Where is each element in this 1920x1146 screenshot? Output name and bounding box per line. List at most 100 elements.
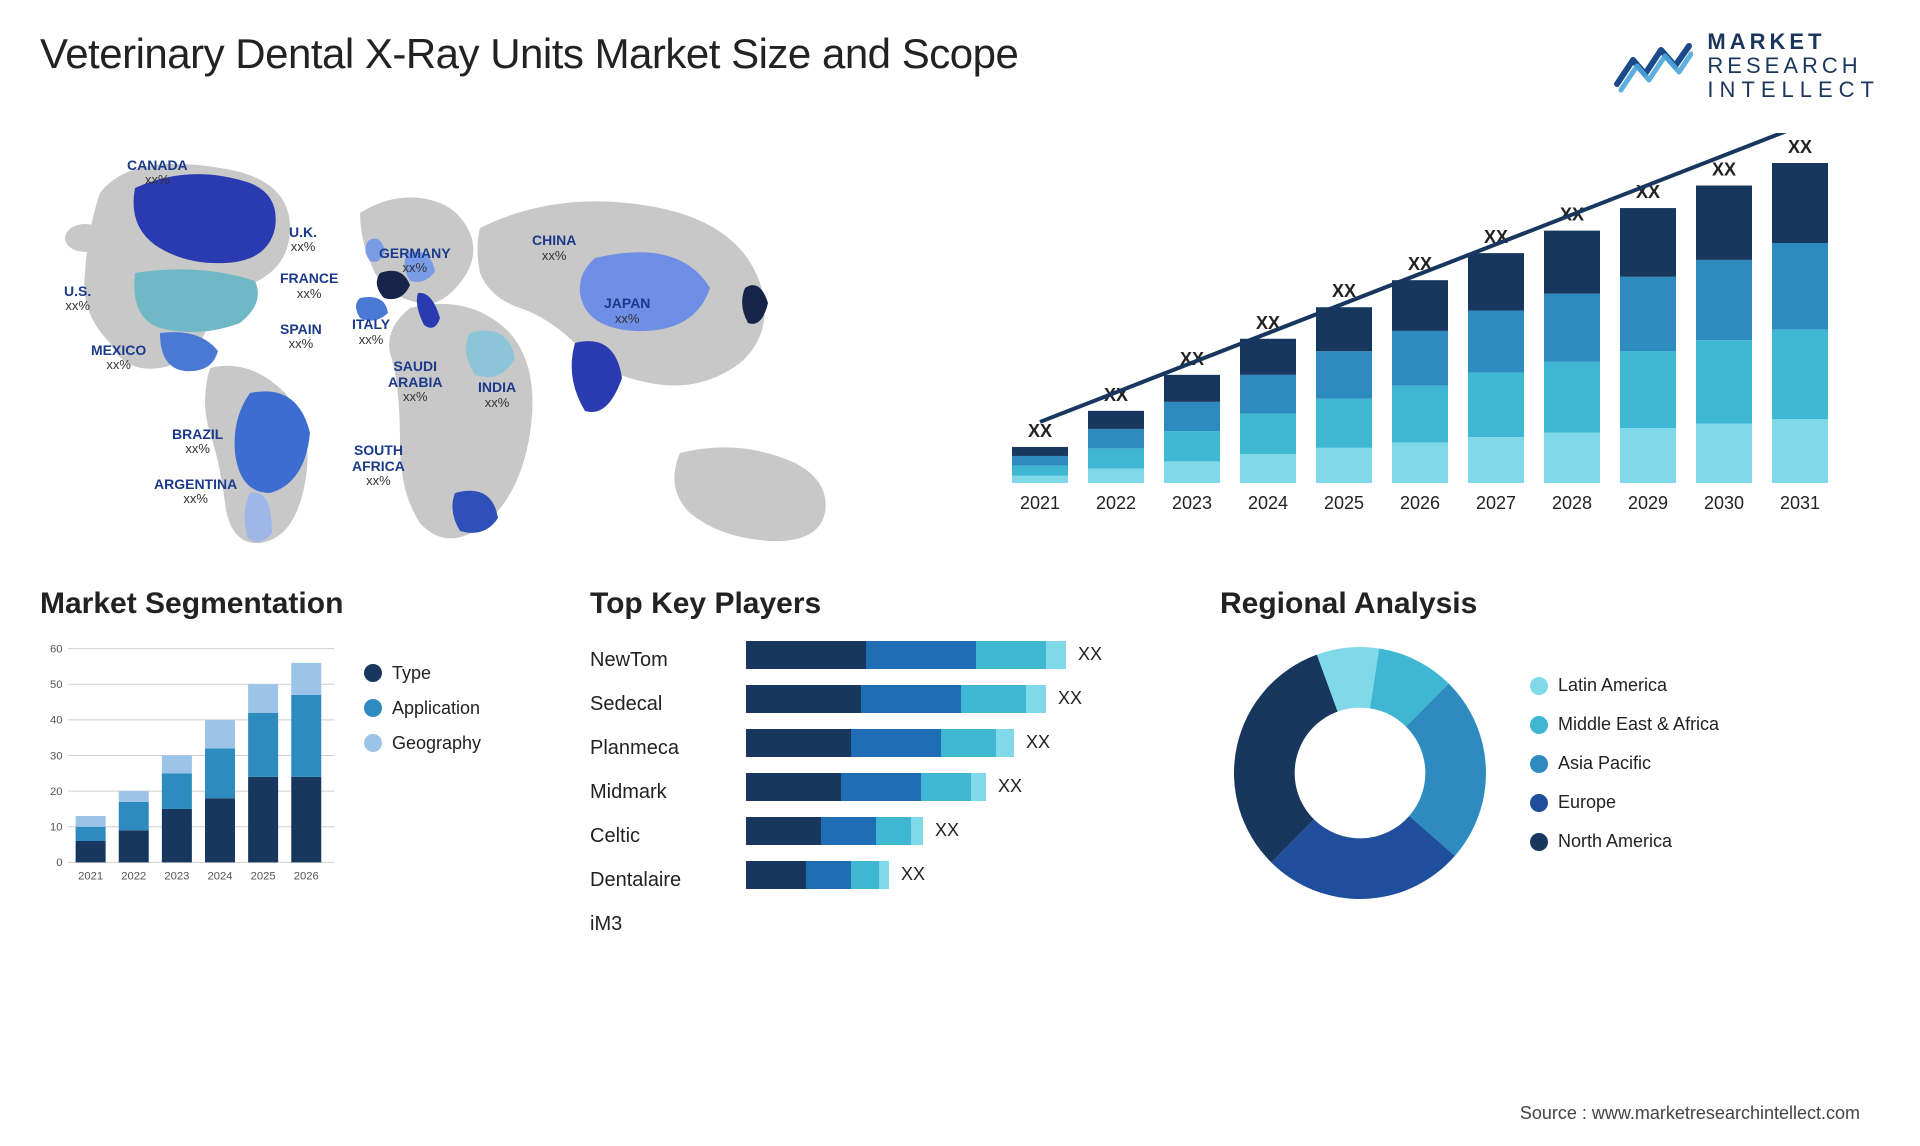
forecast-bar-segment (1696, 259, 1752, 339)
legend-item: Geography (364, 733, 481, 754)
players-name-list: NewTomSedecalPlanmecaMidmarkCelticDental… (590, 633, 730, 947)
player-bar-row: XX (746, 765, 1190, 809)
seg-bar-segment (248, 776, 278, 862)
forecast-bar-segment (1088, 428, 1144, 447)
logo-mark-icon (1613, 36, 1693, 96)
player-value: XX (1058, 688, 1082, 709)
forecast-bar-segment (1088, 410, 1144, 428)
forecast-bar-segment (1772, 419, 1828, 483)
forecast-bar-segment (1164, 431, 1220, 461)
player-name: Midmark (590, 771, 730, 815)
forecast-year-label: 2021 (1020, 493, 1060, 513)
legend-label: Asia Pacific (1558, 753, 1651, 774)
player-bar-row: XX (746, 633, 1190, 677)
player-bar-segment (911, 817, 923, 845)
player-bar-segment (921, 773, 971, 801)
player-value: XX (901, 864, 925, 885)
forecast-bar-segment (1392, 385, 1448, 442)
segmentation-chart: 0102030405060202120222023202420252026 (40, 633, 340, 893)
forecast-year-label: 2026 (1400, 493, 1440, 513)
map-label: GERMANYxx% (379, 246, 451, 276)
forecast-bar-segment (1468, 253, 1524, 310)
player-bar-segment (961, 685, 1026, 713)
player-bar-segment (746, 861, 806, 889)
forecast-year-label: 2022 (1096, 493, 1136, 513)
seg-bar-segment (76, 816, 106, 827)
player-value: XX (935, 820, 959, 841)
legend-swatch-icon (364, 699, 382, 717)
legend-label: Middle East & Africa (1558, 714, 1719, 735)
map-label: INDIAxx% (478, 380, 516, 410)
legend-swatch-icon (364, 664, 382, 682)
forecast-bar-segment (1620, 276, 1676, 350)
legend-item: Latin America (1530, 675, 1719, 696)
forecast-bar-segment (1620, 428, 1676, 483)
seg-year-label: 2024 (207, 870, 232, 882)
seg-bar-segment (162, 755, 192, 773)
map-label: JAPANxx% (604, 296, 650, 326)
forecast-bar-segment (1468, 372, 1524, 436)
forecast-bar-segment (1772, 243, 1828, 329)
player-name: Sedecal (590, 683, 730, 727)
seg-bar-segment (205, 748, 235, 798)
player-bar-segment (746, 817, 821, 845)
forecast-bar-label: XX (1712, 159, 1736, 179)
forecast-bar-segment (1240, 454, 1296, 483)
forecast-bar-segment (1012, 475, 1068, 482)
legend-label: Application (392, 698, 480, 719)
forecast-year-label: 2027 (1476, 493, 1516, 513)
map-label: U.K.xx% (289, 225, 317, 255)
forecast-bar-segment (1012, 456, 1068, 466)
forecast-bar-segment (1164, 401, 1220, 430)
forecast-bar-segment (1620, 208, 1676, 277)
player-bar-row: XX (746, 677, 1190, 721)
seg-year-label: 2021 (78, 870, 103, 882)
map-label: BRAZILxx% (172, 427, 223, 457)
legend-swatch-icon (364, 734, 382, 752)
forecast-bar-segment (1392, 442, 1448, 483)
legend-swatch-icon (1530, 755, 1548, 773)
map-label: SAUDIARABIAxx% (388, 359, 442, 404)
logo-text-3: INTELLECT (1707, 78, 1880, 102)
player-bar-row: XX (746, 809, 1190, 853)
forecast-bar-label: XX (1028, 421, 1052, 441)
player-bar-row: XX (746, 853, 1190, 897)
seg-bar-segment (205, 798, 235, 862)
seg-year-label: 2026 (294, 870, 319, 882)
forecast-bar-segment (1772, 163, 1828, 243)
seg-bar-segment (248, 712, 278, 776)
forecast-bar-segment (1392, 280, 1448, 331)
segmentation-legend: Type Application Geography (364, 633, 481, 893)
player-value: XX (998, 776, 1022, 797)
seg-bar-segment (162, 809, 192, 862)
brand-logo: MARKET RESEARCH INTELLECT (1613, 30, 1880, 103)
legend-item: Type (364, 663, 481, 684)
player-bar (746, 685, 1046, 713)
seg-bar-segment (205, 719, 235, 748)
map-label: CANADAxx% (127, 158, 188, 188)
player-bar-segment (1026, 685, 1046, 713)
logo-text-2: RESEARCH (1707, 54, 1880, 78)
forecast-bar-segment (1468, 310, 1524, 372)
legend-item: Europe (1530, 792, 1719, 813)
forecast-year-label: 2024 (1248, 493, 1288, 513)
forecast-bar-label: XX (1788, 137, 1812, 157)
players-title: Top Key Players (590, 587, 1190, 621)
forecast-year-label: 2023 (1172, 493, 1212, 513)
players-bars: XX XX XX XX XX XX (746, 633, 1190, 947)
player-name: Planmeca (590, 727, 730, 771)
y-tick-label: 30 (50, 750, 63, 762)
forecast-year-label: 2030 (1704, 493, 1744, 513)
legend-label: Europe (1558, 792, 1616, 813)
legend-label: North America (1558, 831, 1672, 852)
regional-donut (1220, 633, 1500, 913)
forecast-bar-segment (1696, 340, 1752, 423)
seg-bar-segment (248, 684, 278, 713)
player-bar-segment (879, 861, 889, 889)
map-label: ARGENTINAxx% (154, 477, 237, 507)
player-value: XX (1078, 644, 1102, 665)
forecast-bar-segment (1012, 447, 1068, 456)
player-bar-row: XX (746, 721, 1190, 765)
world-map: CANADAxx%U.S.xx%MEXICOxx%BRAZILxx%ARGENT… (40, 133, 940, 553)
player-bar-segment (876, 817, 911, 845)
